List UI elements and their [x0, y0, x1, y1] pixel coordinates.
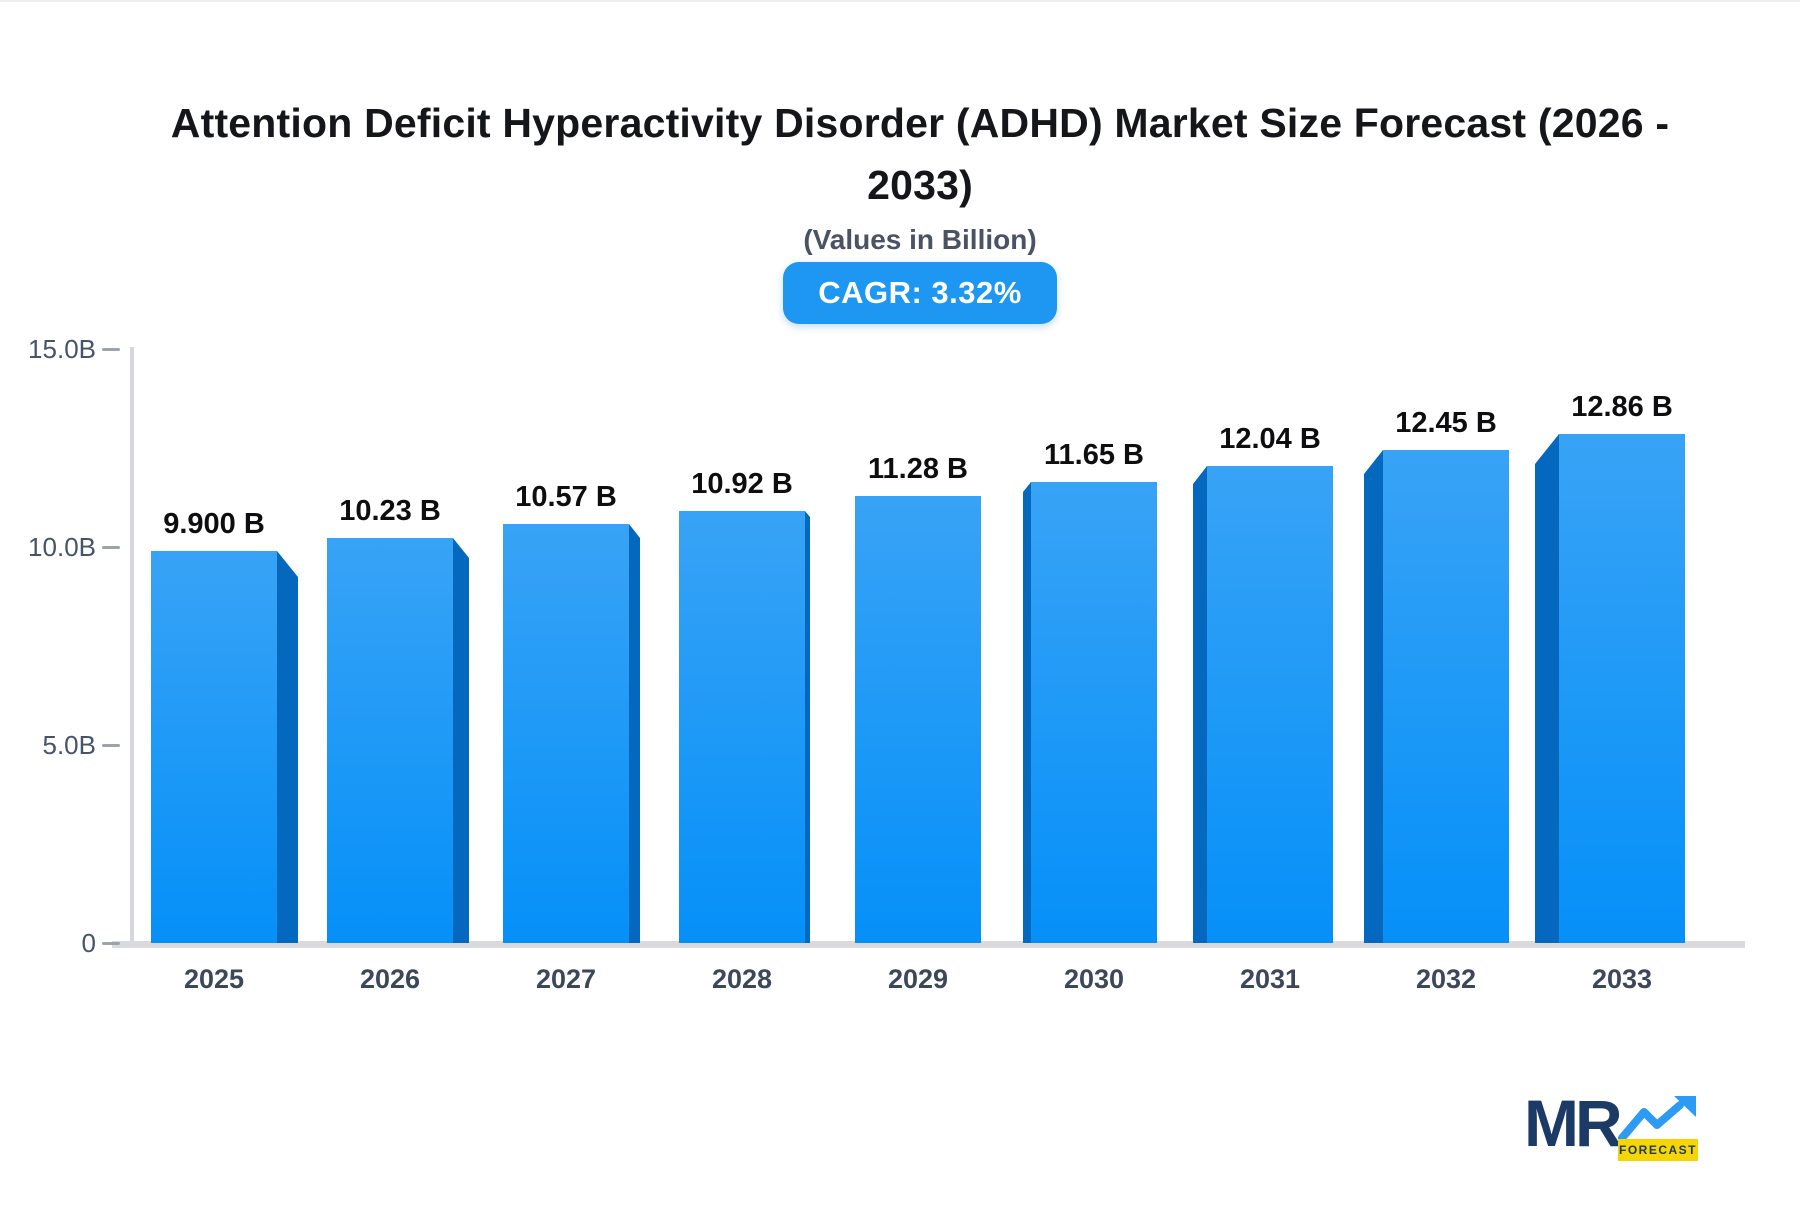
x-axis-line [112, 941, 1745, 948]
y-axis-tick-dash [102, 744, 120, 747]
mrforecast-logo: MR FORECAST [1524, 1090, 1699, 1165]
bar-2029 [855, 496, 981, 943]
bar-2028 [679, 511, 805, 943]
y-axis-tick-label: 10.0B [28, 532, 96, 562]
y-axis-tick-label: 0 [81, 928, 96, 958]
x-axis-label-2030: 2030 [1063, 964, 1125, 994]
x-axis-label-2032: 2032 [1415, 964, 1477, 994]
bar-2032 [1383, 450, 1509, 943]
y-axis-tick-label: 15.0B [28, 334, 96, 364]
x-axis-label-2026: 2026 [359, 964, 421, 994]
chart-subtitle: (Values in Billion) [803, 224, 1037, 255]
bar-3d-side [805, 511, 810, 943]
logo-forecast-badge: FORECAST [1618, 1139, 1698, 1161]
x-axis-label-2029: 2029 [887, 964, 949, 994]
bar-3d-side [1023, 482, 1031, 943]
x-axis-label-2028: 2028 [711, 964, 773, 994]
y-axis-tick-label: 5.0B [42, 730, 97, 760]
bar-value-label: 10.23 B [339, 495, 441, 527]
trend-up-arrow-icon [1618, 1096, 1696, 1142]
x-axis-label-2027: 2027 [535, 964, 597, 994]
x-axis-label-2033: 2033 [1591, 964, 1653, 994]
bar-value-label: 9.900 B [163, 508, 265, 540]
bar-2026 [327, 538, 453, 943]
logo-mr-text: MR [1524, 1086, 1623, 1160]
bar-2025 [151, 551, 277, 943]
bar-3d-side [1193, 466, 1207, 943]
y-axis-tick-dash [102, 546, 120, 549]
bar-value-label: 10.57 B [515, 481, 617, 513]
y-axis-line [130, 347, 134, 944]
y-axis-tick-dash [102, 348, 120, 351]
x-axis-label-2025: 2025 [183, 964, 245, 994]
bar-value-label: 11.28 B [868, 453, 968, 485]
y-axis-tick-dash [102, 942, 120, 945]
bar-3d-side [277, 551, 298, 943]
bar-3d-side [629, 524, 640, 943]
cagr-badge: CAGR: 3.32% [783, 262, 1057, 324]
bar-2027 [503, 524, 629, 943]
bar-value-label: 12.45 B [1395, 407, 1497, 439]
bar-2033 [1559, 434, 1685, 943]
bar-value-label: 12.86 B [1571, 391, 1673, 423]
bar-value-label: 11.65 B [1044, 439, 1144, 471]
bar-2030 [1031, 482, 1157, 943]
bar-3d-side [1364, 450, 1383, 943]
bar-3d-side [453, 538, 469, 943]
bar-2031 [1207, 466, 1333, 943]
x-axis-label-2031: 2031 [1239, 964, 1301, 994]
bar-3d-side [1535, 434, 1559, 943]
bar-value-label: 12.04 B [1219, 423, 1321, 455]
bar-value-label: 10.92 B [691, 468, 793, 500]
chart-title-line2: 2033) [867, 162, 973, 208]
chart-title-line1: Attention Deficit Hyperactivity Disorder… [170, 100, 1670, 146]
